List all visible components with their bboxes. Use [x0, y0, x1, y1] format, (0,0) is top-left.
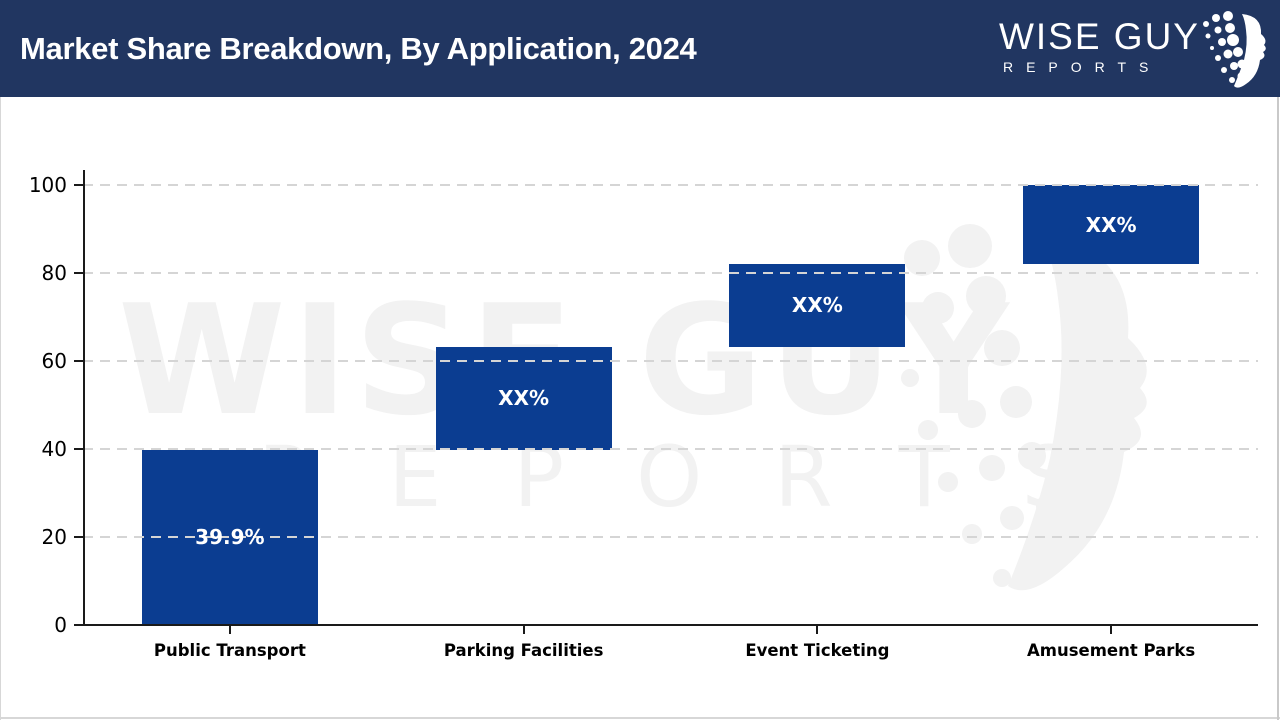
brand-logo-text: WISE GUY REPORTS — [998, 16, 1200, 76]
bar-1 — [435, 346, 612, 450]
brand-name: WISE GUY — [998, 16, 1200, 57]
y-tick-100 — [74, 184, 83, 187]
page-bottom-border — [0, 717, 1280, 719]
page-left-border — [0, 97, 1, 720]
plot-area: 0 20 40 60 80 100 39.9% Public Transport XX% Park… — [0, 97, 1280, 720]
y-tick-80 — [74, 272, 83, 275]
dotted-head-icon — [1203, 11, 1266, 88]
bar-3 — [1023, 185, 1200, 264]
y-tick-20 — [74, 536, 83, 539]
watermark-reports-text: REPORTS — [258, 428, 1148, 526]
brand-logo: WISE GUY REPORTS — [999, 10, 1266, 90]
x-category-label-2: Event Ticketing — [745, 641, 890, 660]
y-tick-label-100: 100 — [28, 173, 67, 198]
x-category-label-0: Public Transport — [153, 641, 306, 660]
brand-subtitle: REPORTS — [1002, 59, 1162, 75]
bar-value-label-2: XX% — [791, 293, 843, 318]
gridline-20 — [83, 536, 1258, 539]
bar-value-label-0: 39.9% — [195, 525, 265, 550]
x-tick-2 — [816, 625, 819, 634]
y-tick-40 — [74, 448, 83, 451]
page-right-border — [1277, 97, 1279, 720]
x-axis-line — [83, 624, 1258, 626]
bar-value-label-3: XX% — [1085, 212, 1137, 237]
gridline-100 — [83, 184, 1258, 187]
bar-2 — [729, 263, 906, 347]
y-tick-label-40: 40 — [41, 437, 67, 462]
y-tick-label-80: 80 — [41, 261, 67, 286]
x-tick-3 — [1110, 625, 1113, 634]
y-tick-label-0: 0 — [54, 613, 67, 637]
page-title: Market Share Breakdown, By Application, … — [20, 30, 697, 66]
header-band: Market Share Breakdown, By Application, … — [0, 0, 1280, 97]
x-category-label-1: Parking Facilities — [443, 641, 604, 660]
watermark-dotted-head — [868, 224, 1147, 591]
gridline-80 — [83, 272, 1258, 275]
y-tick-60 — [74, 360, 83, 363]
y-tick-label-20: 20 — [41, 525, 67, 550]
x-tick-1 — [522, 625, 525, 634]
y-axis-line — [83, 170, 85, 625]
gridline-40 — [83, 448, 1258, 451]
x-tick-0 — [228, 625, 231, 634]
bar-value-label-1: XX% — [498, 386, 550, 411]
gridline-60 — [83, 360, 1258, 363]
y-tick-label-60: 60 — [41, 349, 67, 374]
y-tick-0 — [74, 624, 83, 626]
x-category-label-3: Amusement Parks — [1027, 641, 1196, 660]
